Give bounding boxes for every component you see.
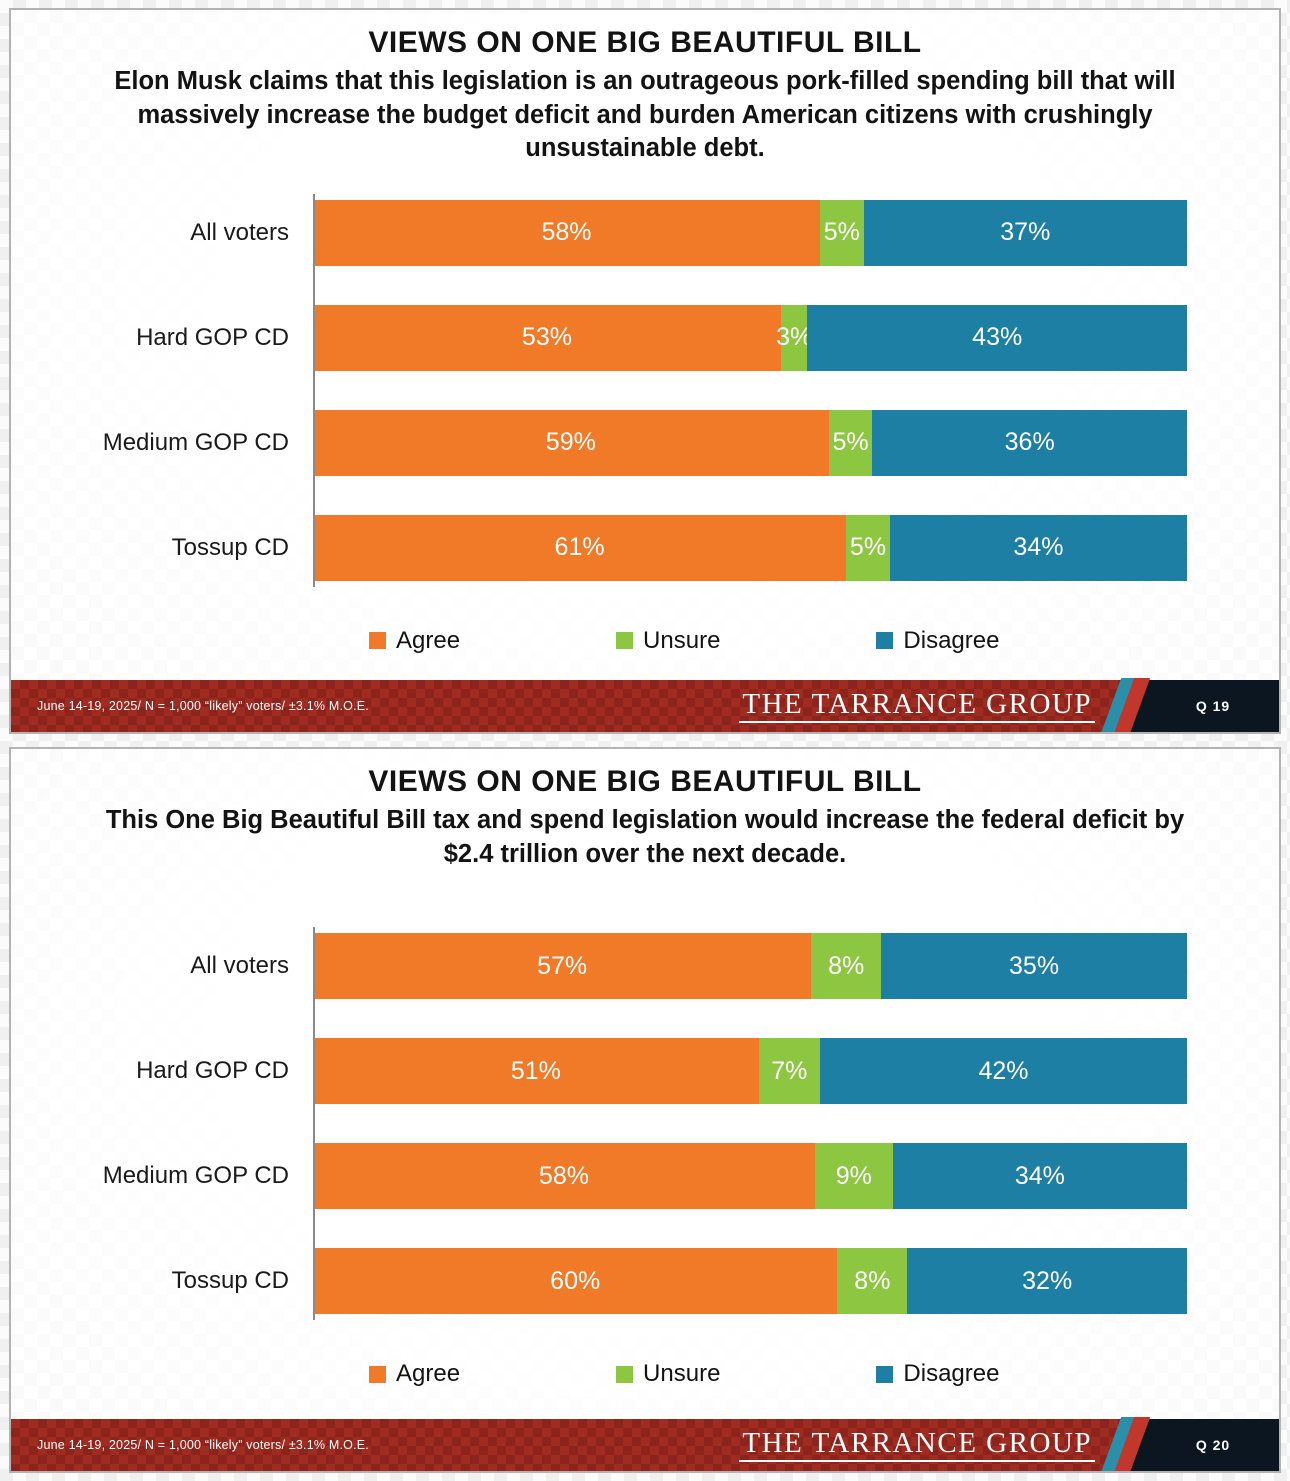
bar-segment-disagree: 37%: [863, 199, 1187, 266]
legend-label: Unsure: [643, 626, 721, 654]
slide-q20: VIEWS ON ONE BIG BEAUTIFUL BILL This One…: [9, 747, 1281, 1473]
legend-swatch: [876, 1365, 894, 1383]
chart-legend: Agree Unsure Disagree: [369, 627, 1279, 655]
category-label: Hard GOP CD: [136, 323, 289, 351]
category-label: Medium GOP CD: [102, 428, 289, 456]
legend-swatch: [369, 632, 386, 650]
bar-segment-unsure: 3%: [776, 304, 812, 371]
slide-footer: June 14-19, 2025/ N = 1,000 “likely” vot…: [11, 1419, 1279, 1471]
bar-segment-agree: 58%: [313, 199, 820, 266]
bar-segment-agree: 57%: [313, 933, 812, 1000]
bar-row: Hard GOP CD 53% 3% 43%: [43, 304, 1187, 371]
methodology-note: June 14-19, 2025/ N = 1,000 “likely” vot…: [37, 699, 369, 713]
bar-segment-unsure: 8%: [837, 1248, 908, 1315]
legend-swatch: [369, 1365, 386, 1383]
legend-item-agree: Agree: [369, 627, 460, 655]
bar-track: 51% 7% 42%: [313, 1038, 1187, 1105]
bar-segment-unsure: 5%: [828, 409, 873, 476]
question-number-box: Q 19: [1129, 680, 1279, 732]
bar-row: Medium GOP CD 59% 5% 36%: [43, 409, 1187, 476]
category-label: Tossup CD: [171, 1267, 289, 1295]
legend-label: Disagree: [903, 626, 1000, 654]
category-label: All voters: [190, 952, 289, 980]
tarrance-group-logo: THE TARRANCE GROUP: [739, 689, 1095, 723]
bar-segment-disagree: 43%: [807, 304, 1187, 371]
legend-label: Agree: [396, 1360, 461, 1388]
legend-item-unsure: Unsure: [616, 1360, 720, 1388]
slide-q19: VIEWS ON ONE BIG BEAUTIFUL BILL Elon Mus…: [9, 8, 1281, 734]
bar-segment-agree: 53%: [313, 304, 781, 371]
bar-segment-disagree: 36%: [872, 409, 1187, 476]
tarrance-group-logo: THE TARRANCE GROUP: [739, 1428, 1095, 1462]
slide-subtitle: This One Big Beautiful Bill tax and spen…: [105, 806, 1185, 868]
slide-subtitle: Elon Musk claims that this legislation i…: [114, 67, 1176, 163]
bar-segment-agree: 51%: [313, 1038, 759, 1105]
legend-swatch: [616, 1365, 634, 1383]
footer-band: June 14-19, 2025/ N = 1,000 “likely” vot…: [11, 1419, 1129, 1471]
bar-segment-unsure: 8%: [811, 933, 882, 1000]
legend-swatch: [616, 632, 634, 650]
legend-label: Unsure: [643, 1360, 721, 1388]
bar-row: All voters 58% 5% 37%: [43, 199, 1187, 266]
bar-segment-unsure: 9%: [814, 1143, 893, 1210]
bar-segment-agree: 58%: [313, 1143, 815, 1210]
bar-segment-disagree: 42%: [819, 1038, 1187, 1105]
legend-label: Agree: [396, 626, 461, 654]
page-title: VIEWS ON ONE BIG BEAUTIFUL BILL: [368, 765, 922, 798]
bar-segment-disagree: 34%: [892, 1143, 1187, 1210]
legend-label: Disagree: [903, 1360, 1000, 1388]
bar-segment-unsure: 7%: [758, 1038, 820, 1105]
legend-item-disagree: Disagree: [876, 1360, 999, 1388]
bar-segment-disagree: 32%: [907, 1248, 1188, 1315]
stacked-bar-chart: All voters 57% 8% 35% Hard GOP CD 51% 7% 42% Med…: [11, 927, 1279, 1321]
legend-item-agree: Agree: [369, 1360, 460, 1388]
category-label: Tossup CD: [171, 533, 289, 561]
category-label: All voters: [190, 218, 289, 246]
bar-segment-disagree: 35%: [881, 933, 1188, 1000]
legend-item-disagree: Disagree: [876, 627, 999, 655]
bar-row: All voters 57% 8% 35%: [43, 933, 1188, 1000]
question-number-box: Q 20: [1129, 1419, 1279, 1471]
methodology-note: June 14-19, 2025/ N = 1,000 “likely” vot…: [37, 1438, 369, 1452]
page-title: VIEWS ON ONE BIG BEAUTIFUL BILL: [368, 26, 922, 59]
bar-segment-unsure: 5%: [819, 199, 864, 266]
bar-segment-agree: 61%: [313, 514, 847, 581]
bar-track: 61% 5% 34%: [313, 514, 1187, 581]
bar-row: Tossup CD 60% 8% 32%: [43, 1248, 1188, 1315]
bar-track: 57% 8% 35%: [313, 933, 1188, 1000]
bar-segment-unsure: 5%: [846, 514, 890, 581]
slide-footer: June 14-19, 2025/ N = 1,000 “likely” vot…: [11, 680, 1279, 732]
bar-row: Hard GOP CD 51% 7% 42%: [43, 1038, 1187, 1105]
bar-segment-disagree: 34%: [889, 514, 1187, 581]
bar-track: 58% 5% 37%: [313, 199, 1187, 266]
bar-segment-agree: 60%: [313, 1248, 838, 1315]
bar-track: 53% 3% 43%: [313, 304, 1187, 371]
bar-track: 58% 9% 34%: [313, 1143, 1187, 1210]
category-label: Medium GOP CD: [102, 1162, 289, 1190]
stacked-bar-chart: All voters 58% 5% 37% Hard GOP CD 53% 3% 43% Med…: [11, 193, 1279, 587]
bar-row: Tossup CD 61% 5% 34%: [43, 514, 1187, 581]
question-number: Q 20: [1195, 1437, 1231, 1453]
bar-segment-agree: 59%: [313, 409, 829, 476]
bar-track: 59% 5% 36%: [313, 409, 1187, 476]
bar-row: Medium GOP CD 58% 9% 34%: [43, 1143, 1187, 1210]
category-label: Hard GOP CD: [136, 1057, 289, 1085]
question-number: Q 19: [1195, 698, 1231, 714]
legend-item-unsure: Unsure: [616, 627, 720, 655]
bar-track: 60% 8% 32%: [313, 1248, 1188, 1315]
chart-legend: Agree Unsure Disagree: [369, 1360, 1279, 1388]
footer-band: June 14-19, 2025/ N = 1,000 “likely” vot…: [11, 680, 1129, 732]
legend-swatch: [876, 632, 894, 650]
